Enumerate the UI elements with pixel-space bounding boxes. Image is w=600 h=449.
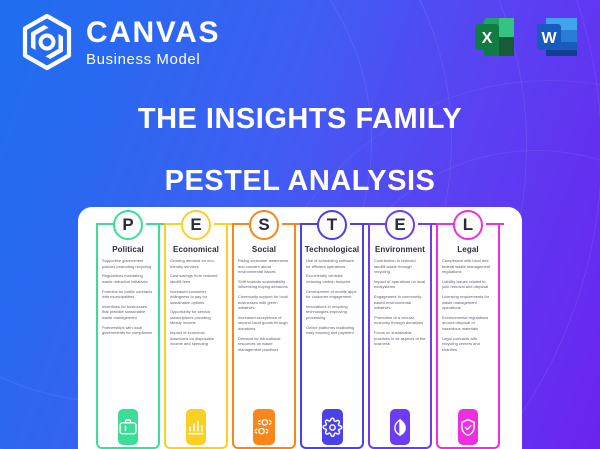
column-bullet-list: Supportive government policies promoting…: [98, 258, 158, 407]
bullet-item: Compliance with local and federal waste …: [442, 258, 491, 275]
bullet-item: Regulations mandating waste reduction in…: [102, 273, 148, 284]
shield-check-icon[interactable]: [458, 409, 478, 445]
bullet-item: Demand for educational resources on wast…: [238, 335, 281, 352]
column-bullet-list: Rising consumer awareness and concern ab…: [234, 258, 294, 407]
bullet-item: Online platforms facilitating easy booki…: [306, 324, 355, 336]
hexagon-logo-icon: [18, 12, 76, 72]
gear-icon[interactable]: [321, 409, 343, 445]
bullet-item: Potential for public contracts with muni…: [102, 288, 153, 300]
bullet-item: Focus on sustainable practices in all as…: [374, 330, 426, 347]
column-top-edge: [96, 223, 164, 225]
bullet-item: Eco-friendly vehicles reducing carbon fo…: [306, 273, 351, 284]
bullet-item: Shift towards sustainability influencing…: [238, 278, 288, 290]
column-title: Social: [251, 245, 277, 254]
bar-chart-icon[interactable]: [186, 409, 206, 445]
bullet-item: Development of mobile apps for customer …: [306, 288, 357, 300]
bullet-item: Legal contracts with recycling centers a…: [442, 335, 480, 352]
column-bullet-list: Growing demand for eco-friendly services…: [166, 258, 226, 407]
office-file-icons: X W: [470, 12, 582, 62]
bullet-item: Supportive government policies promoting…: [102, 258, 152, 269]
column-card: E Environment Contribution to reduced land…: [368, 210, 436, 449]
bullet-item: Growing demand for eco-friendly services: [170, 258, 216, 269]
briefcase-icon[interactable]: [118, 409, 138, 445]
people-group-icon[interactable]: [253, 409, 275, 445]
column-top-edge: [436, 223, 504, 225]
column-title: Economical: [173, 245, 219, 254]
bullet-item: Increased consumer willingness to pay fo…: [170, 288, 208, 305]
pestel-column-legal[interactable]: L Legal Compliance with local and federal …: [436, 210, 504, 449]
leaf-icon[interactable]: [390, 409, 410, 445]
column-bullet-list: Compliance with local and federal waste …: [438, 258, 498, 407]
column-title: Environment: [375, 245, 425, 254]
column-letter-badge: T: [317, 210, 347, 240]
bullet-item: Opportunity for service subscriptions pr…: [170, 309, 211, 326]
pestel-panel: P Political Supportive government policies…: [78, 207, 522, 449]
column-title: Technological: [304, 245, 360, 254]
brand-logo[interactable]: CANVAS Business Model: [18, 12, 220, 72]
bullet-item: Incentives for businesses that practice …: [102, 303, 147, 320]
svg-text:W: W: [541, 30, 557, 47]
column-letter-badge: L: [453, 210, 483, 240]
bullet-item: Increased acceptance of second-hand good…: [238, 314, 288, 332]
bullet-item: Community support for local businesses w…: [238, 294, 288, 311]
pestel-column-economical[interactable]: E Economical Growing demand for eco-friend…: [164, 210, 232, 449]
column-letter-badge: E: [385, 210, 415, 240]
column-card: E Economical Growing demand for eco-friend…: [164, 210, 232, 449]
bullet-item: Liability issues related to junk removal…: [442, 278, 489, 290]
bullet-item: Rising consumer awareness and concern ab…: [238, 258, 289, 275]
pestel-column-technological[interactable]: T Technological Use of scheduling software…: [300, 210, 368, 449]
column-card: T Technological Use of scheduling software…: [300, 210, 368, 449]
bullet-item: Contribution to reduced landfill waste t…: [374, 258, 416, 275]
column-letter-badge: P: [113, 210, 143, 240]
pestel-column-environment[interactable]: E Environment Contribution to reduced land…: [368, 210, 436, 449]
bullet-item: Promotion of a circular economy through …: [374, 314, 424, 326]
column-top-edge: [300, 223, 368, 225]
page-title: THE INSIGHTS FAMILY: [137, 103, 463, 135]
bullet-item: Partnerships with local governments for …: [102, 324, 153, 336]
brand-subtitle: Business Model: [86, 50, 201, 68]
pestel-column-political[interactable]: P Political Supportive government policies…: [96, 210, 164, 449]
bullet-item: Cost savings from reduced landfill fees: [170, 273, 218, 284]
column-letter-badge: E: [181, 210, 211, 240]
column-top-edge: [232, 223, 300, 225]
excel-icon[interactable]: X: [470, 12, 520, 62]
svg-text:X: X: [482, 30, 493, 47]
bullet-item: Environmental regulations around disposa…: [442, 314, 489, 332]
column-bullet-list: Use of scheduling software for efficient…: [302, 258, 362, 407]
column-top-edge: [368, 223, 436, 225]
word-icon[interactable]: W: [532, 12, 582, 62]
pestel-column-social[interactable]: S Social Rising consumer awareness and con…: [232, 210, 300, 449]
bullet-item: Use of scheduling software for efficient…: [306, 258, 355, 269]
pestel-columns: P Political Supportive government policies…: [96, 210, 504, 449]
bullet-item: Innovations in recycling technologies im…: [306, 303, 348, 320]
column-letter-badge: S: [249, 210, 279, 240]
column-top-edge: [164, 223, 232, 225]
bullet-item: Impact of economic downturns on disposab…: [170, 330, 215, 347]
header: CANVAS Business Model X: [0, 0, 600, 86]
page-subtitle: PESTEL ANALYSIS: [164, 165, 436, 197]
bullet-item: Impact of operations on local ecosystems: [374, 278, 426, 290]
brand-title: CANVAS: [86, 15, 221, 49]
column-bullet-list: Contribution to reduced landfill waste t…: [370, 258, 430, 407]
column-card: L Legal Compliance with local and federal …: [436, 210, 504, 449]
bullet-item: Licensing requirements for waste managem…: [442, 294, 490, 311]
bullet-item: Engagement in community-based environmen…: [374, 294, 423, 311]
column-title: Legal: [457, 245, 479, 254]
column-card: P Political Supportive government policies…: [96, 210, 164, 449]
column-card: S Social Rising consumer awareness and con…: [232, 210, 300, 449]
column-title: Political: [112, 245, 144, 254]
